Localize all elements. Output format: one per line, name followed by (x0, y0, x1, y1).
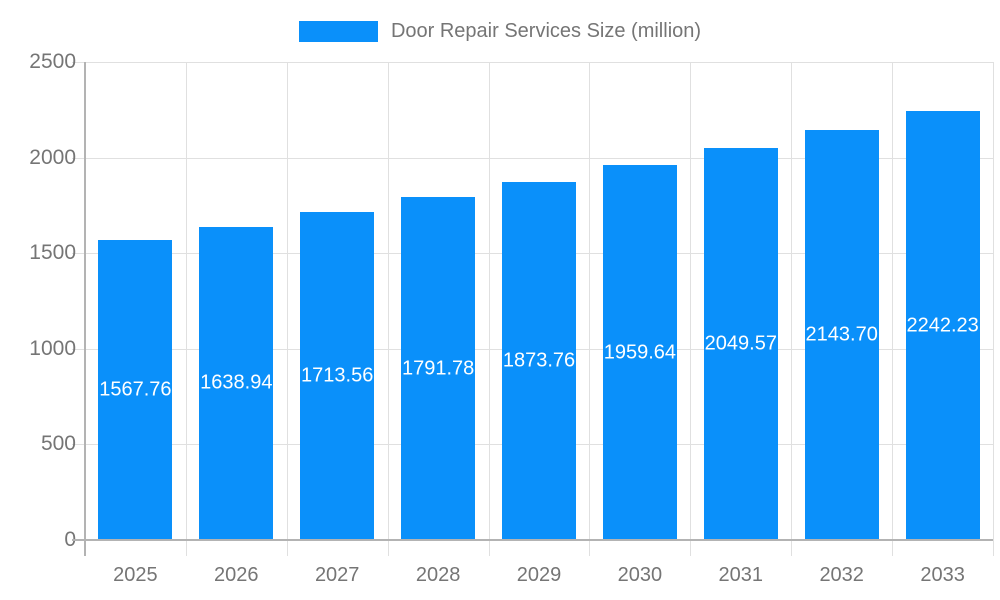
y-axis-tick-label: 1000 (29, 336, 76, 360)
x-axis-tick-label: 2031 (718, 564, 764, 586)
y-axis-line (84, 62, 86, 556)
bar-value-label: 1567.76 (99, 378, 172, 401)
y-axis-tick-label: 2000 (29, 145, 76, 169)
x-gridline (488, 62, 490, 556)
bar-value-label: 2049.57 (704, 332, 777, 355)
x-axis-tick-label: 2030 (617, 564, 663, 586)
x-gridline (690, 62, 692, 556)
bar[interactable]: 1638.94 (199, 226, 274, 540)
legend-label: Door Repair Services Size (million) (390, 20, 702, 42)
bar[interactable]: 2143.70 (804, 130, 879, 540)
bar[interactable]: 2242.23 (905, 111, 980, 540)
x-gridline (387, 62, 389, 556)
x-gridline (185, 62, 187, 556)
y-axis-tick-label: 1500 (29, 241, 76, 265)
y-axis-tick-label: 2500 (29, 50, 76, 73)
bar-value-label: 1638.94 (200, 371, 273, 394)
bar[interactable]: 1873.76 (502, 181, 576, 540)
x-gridline (993, 62, 994, 556)
bar-value-label: 1873.76 (502, 349, 576, 372)
bar-value-label: 1959.64 (603, 341, 677, 364)
x-axis-line (72, 539, 993, 541)
x-axis-tick-label: 2028 (415, 564, 461, 586)
bar-value-label: 2242.23 (906, 314, 979, 337)
x-gridline (791, 62, 793, 556)
x-gridline (286, 62, 288, 556)
bar-value-label: 1713.56 (301, 364, 374, 387)
legend-color-swatch (298, 21, 378, 42)
x-axis-tick-label: 2033 (920, 564, 965, 586)
x-axis-tick-label: 2025 (113, 564, 158, 586)
bar[interactable]: 1791.78 (401, 197, 476, 540)
chart-legend[interactable]: Door Repair Services Size (million) (0, 20, 1000, 43)
y-axis-tick-label: 500 (40, 432, 76, 456)
x-gridline (892, 62, 894, 556)
bar[interactable]: 1959.64 (602, 165, 677, 540)
x-axis-tick-label: 2032 (819, 564, 864, 586)
y-axis-tick-label: 0 (64, 528, 76, 551)
y-gridline (72, 62, 993, 63)
x-axis-tick-label: 2029 (516, 564, 562, 586)
bar[interactable]: 1713.56 (300, 212, 375, 540)
bar-value-label: 2143.70 (805, 323, 878, 346)
x-axis-tick-label: 2026 (214, 564, 259, 586)
x-axis-tick-label: 2027 (314, 564, 360, 586)
y-gridline (72, 157, 993, 159)
bar[interactable]: 1567.76 (98, 240, 173, 540)
bar[interactable]: 2049.57 (703, 148, 778, 540)
x-gridline (589, 62, 591, 556)
bar-value-label: 1791.78 (401, 357, 475, 380)
